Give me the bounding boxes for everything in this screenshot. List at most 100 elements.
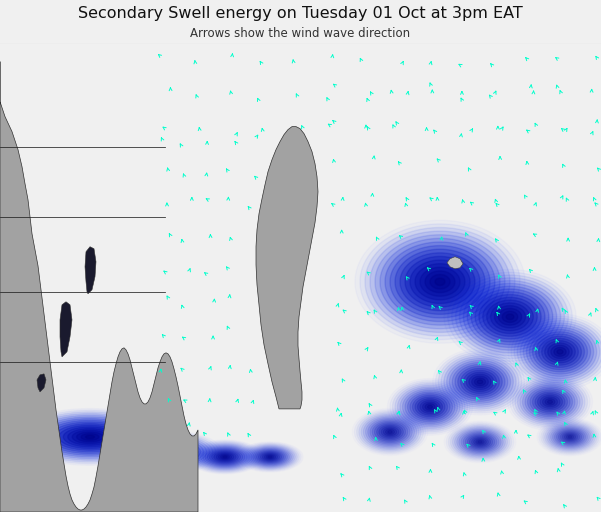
Polygon shape (385, 242, 495, 322)
Polygon shape (457, 429, 503, 455)
Polygon shape (547, 423, 593, 450)
Polygon shape (438, 353, 522, 411)
Polygon shape (207, 449, 243, 465)
Polygon shape (23, 412, 157, 462)
Polygon shape (212, 451, 239, 463)
Polygon shape (377, 423, 403, 440)
Polygon shape (405, 257, 475, 307)
Polygon shape (459, 430, 501, 454)
Polygon shape (218, 454, 231, 460)
Polygon shape (469, 436, 490, 448)
Polygon shape (28, 414, 152, 460)
Polygon shape (130, 436, 210, 468)
Polygon shape (540, 395, 560, 409)
Polygon shape (209, 450, 240, 464)
Polygon shape (568, 436, 572, 438)
Polygon shape (257, 451, 284, 463)
Polygon shape (375, 235, 505, 329)
Polygon shape (55, 423, 126, 450)
Polygon shape (260, 453, 279, 461)
Polygon shape (370, 419, 410, 444)
Polygon shape (463, 432, 497, 452)
Polygon shape (252, 449, 287, 465)
Polygon shape (535, 334, 584, 370)
Polygon shape (390, 246, 490, 318)
Polygon shape (32, 415, 148, 459)
Polygon shape (127, 435, 213, 469)
Polygon shape (532, 332, 588, 372)
Polygon shape (532, 390, 567, 414)
Polygon shape (388, 431, 392, 433)
Polygon shape (60, 302, 72, 357)
Polygon shape (538, 336, 581, 368)
Polygon shape (523, 325, 597, 378)
Polygon shape (198, 445, 252, 469)
Polygon shape (370, 231, 510, 332)
Polygon shape (525, 385, 575, 419)
Polygon shape (133, 437, 207, 466)
Polygon shape (520, 323, 600, 381)
Polygon shape (359, 413, 421, 452)
Polygon shape (262, 454, 278, 460)
Polygon shape (468, 435, 493, 449)
Polygon shape (37, 374, 46, 392)
Polygon shape (522, 383, 578, 420)
Polygon shape (380, 239, 500, 325)
Polygon shape (558, 430, 582, 443)
Polygon shape (151, 444, 188, 459)
Polygon shape (243, 444, 297, 470)
Polygon shape (37, 417, 143, 457)
Polygon shape (196, 444, 254, 470)
Polygon shape (251, 448, 290, 466)
Polygon shape (474, 438, 486, 445)
Polygon shape (63, 427, 117, 447)
Polygon shape (548, 343, 572, 361)
Polygon shape (418, 398, 442, 415)
Polygon shape (495, 306, 525, 328)
Polygon shape (549, 424, 591, 449)
Polygon shape (383, 428, 397, 436)
Polygon shape (139, 440, 201, 464)
Polygon shape (441, 355, 519, 409)
Polygon shape (374, 422, 406, 442)
Polygon shape (85, 435, 94, 439)
Polygon shape (403, 389, 457, 425)
Polygon shape (452, 275, 569, 358)
Polygon shape (400, 387, 460, 427)
Polygon shape (415, 397, 445, 417)
Polygon shape (455, 365, 505, 399)
Polygon shape (478, 441, 482, 443)
Polygon shape (461, 431, 499, 453)
Polygon shape (455, 427, 505, 457)
Polygon shape (467, 286, 553, 347)
Polygon shape (430, 274, 450, 289)
Polygon shape (148, 443, 191, 460)
Polygon shape (194, 443, 256, 471)
Polygon shape (164, 450, 176, 454)
Polygon shape (407, 392, 453, 422)
Polygon shape (368, 418, 412, 446)
Polygon shape (450, 360, 511, 403)
Polygon shape (514, 318, 601, 385)
Polygon shape (543, 397, 558, 407)
Polygon shape (425, 403, 435, 410)
Polygon shape (466, 372, 494, 392)
Text: Secondary Swell energy on Tuesday 01 Oct at 3pm EAT: Secondary Swell energy on Tuesday 01 Oct… (78, 7, 523, 22)
Polygon shape (506, 314, 514, 319)
Polygon shape (412, 395, 448, 419)
Polygon shape (420, 267, 460, 296)
Polygon shape (552, 427, 588, 447)
Polygon shape (246, 446, 293, 467)
Polygon shape (77, 432, 103, 442)
Polygon shape (395, 383, 465, 430)
Polygon shape (59, 425, 121, 449)
Polygon shape (136, 438, 204, 465)
Polygon shape (405, 390, 455, 423)
Polygon shape (364, 415, 416, 449)
Polygon shape (520, 382, 580, 422)
Polygon shape (264, 454, 276, 460)
Polygon shape (161, 449, 179, 456)
Polygon shape (463, 370, 496, 394)
Polygon shape (548, 400, 552, 403)
Polygon shape (145, 442, 195, 462)
